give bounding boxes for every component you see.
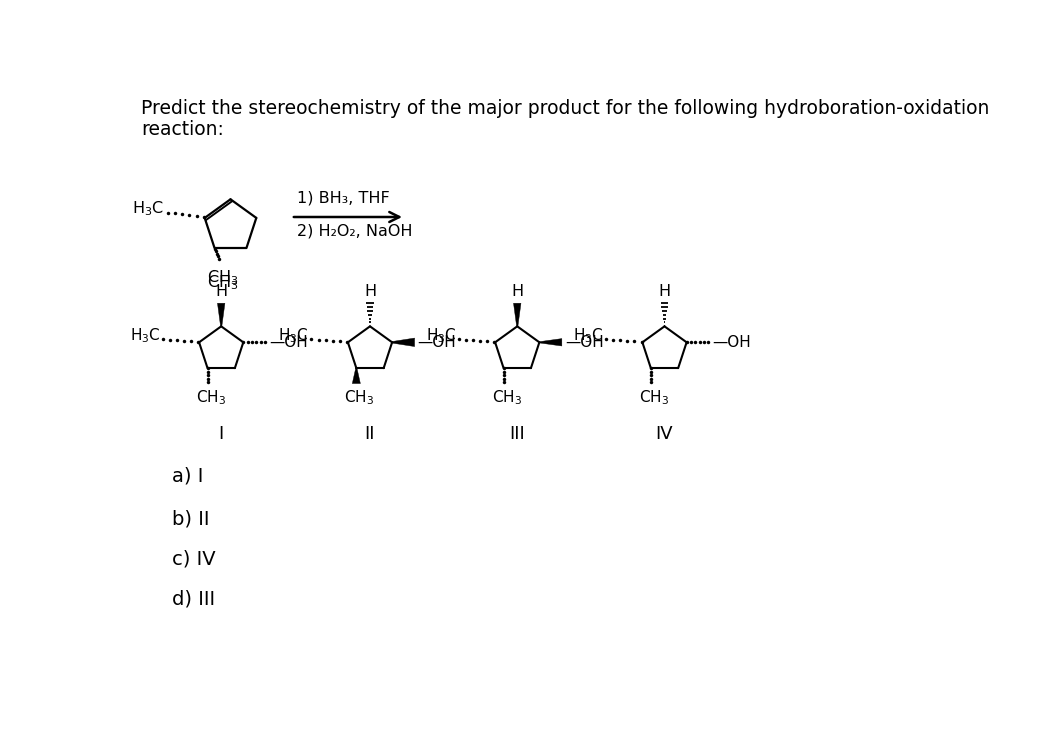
Text: CH$_3$: CH$_3$ xyxy=(492,388,522,407)
Polygon shape xyxy=(514,303,521,327)
Text: $\mathregular{\dot{C}}$H$_3$: $\mathregular{\dot{C}}$H$_3$ xyxy=(208,268,239,292)
Polygon shape xyxy=(218,303,225,327)
Text: CH$_3$: CH$_3$ xyxy=(345,388,375,407)
Text: —OH: —OH xyxy=(565,335,604,350)
Text: Predict the stereochemistry of the major product for the following hydroboration: Predict the stereochemistry of the major… xyxy=(141,99,990,118)
Text: reaction:: reaction: xyxy=(141,120,224,139)
Text: 2) H₂O₂, NaOH: 2) H₂O₂, NaOH xyxy=(297,223,413,238)
Text: c) IV: c) IV xyxy=(172,550,216,569)
Text: CH$_3$: CH$_3$ xyxy=(195,388,225,407)
Polygon shape xyxy=(540,339,562,346)
Text: —OH: —OH xyxy=(417,335,457,350)
Text: III: III xyxy=(510,425,525,443)
Text: CH$_3$: CH$_3$ xyxy=(208,268,239,287)
Text: H$_3$C: H$_3$C xyxy=(130,327,160,345)
Text: H$_3$C: H$_3$C xyxy=(278,327,309,345)
Text: —OH: —OH xyxy=(269,335,307,350)
Text: H$_3$C: H$_3$C xyxy=(132,200,164,218)
Text: b) II: b) II xyxy=(172,510,210,528)
Text: I: I xyxy=(219,425,224,443)
Text: H: H xyxy=(215,284,227,299)
Text: H$_3$C: H$_3$C xyxy=(573,327,604,345)
Polygon shape xyxy=(392,338,414,346)
Text: —OH: —OH xyxy=(712,335,750,350)
Text: IV: IV xyxy=(656,425,674,443)
Text: II: II xyxy=(364,425,376,443)
Text: H: H xyxy=(658,284,671,299)
Text: H: H xyxy=(364,284,376,299)
Text: CH$_3$: CH$_3$ xyxy=(638,388,670,407)
Text: H: H xyxy=(511,284,523,299)
Text: 1) BH₃, THF: 1) BH₃, THF xyxy=(297,191,390,206)
Text: a) I: a) I xyxy=(172,467,203,486)
Polygon shape xyxy=(352,368,360,383)
Text: H$_3$C: H$_3$C xyxy=(426,327,457,345)
Text: d) III: d) III xyxy=(172,590,216,609)
